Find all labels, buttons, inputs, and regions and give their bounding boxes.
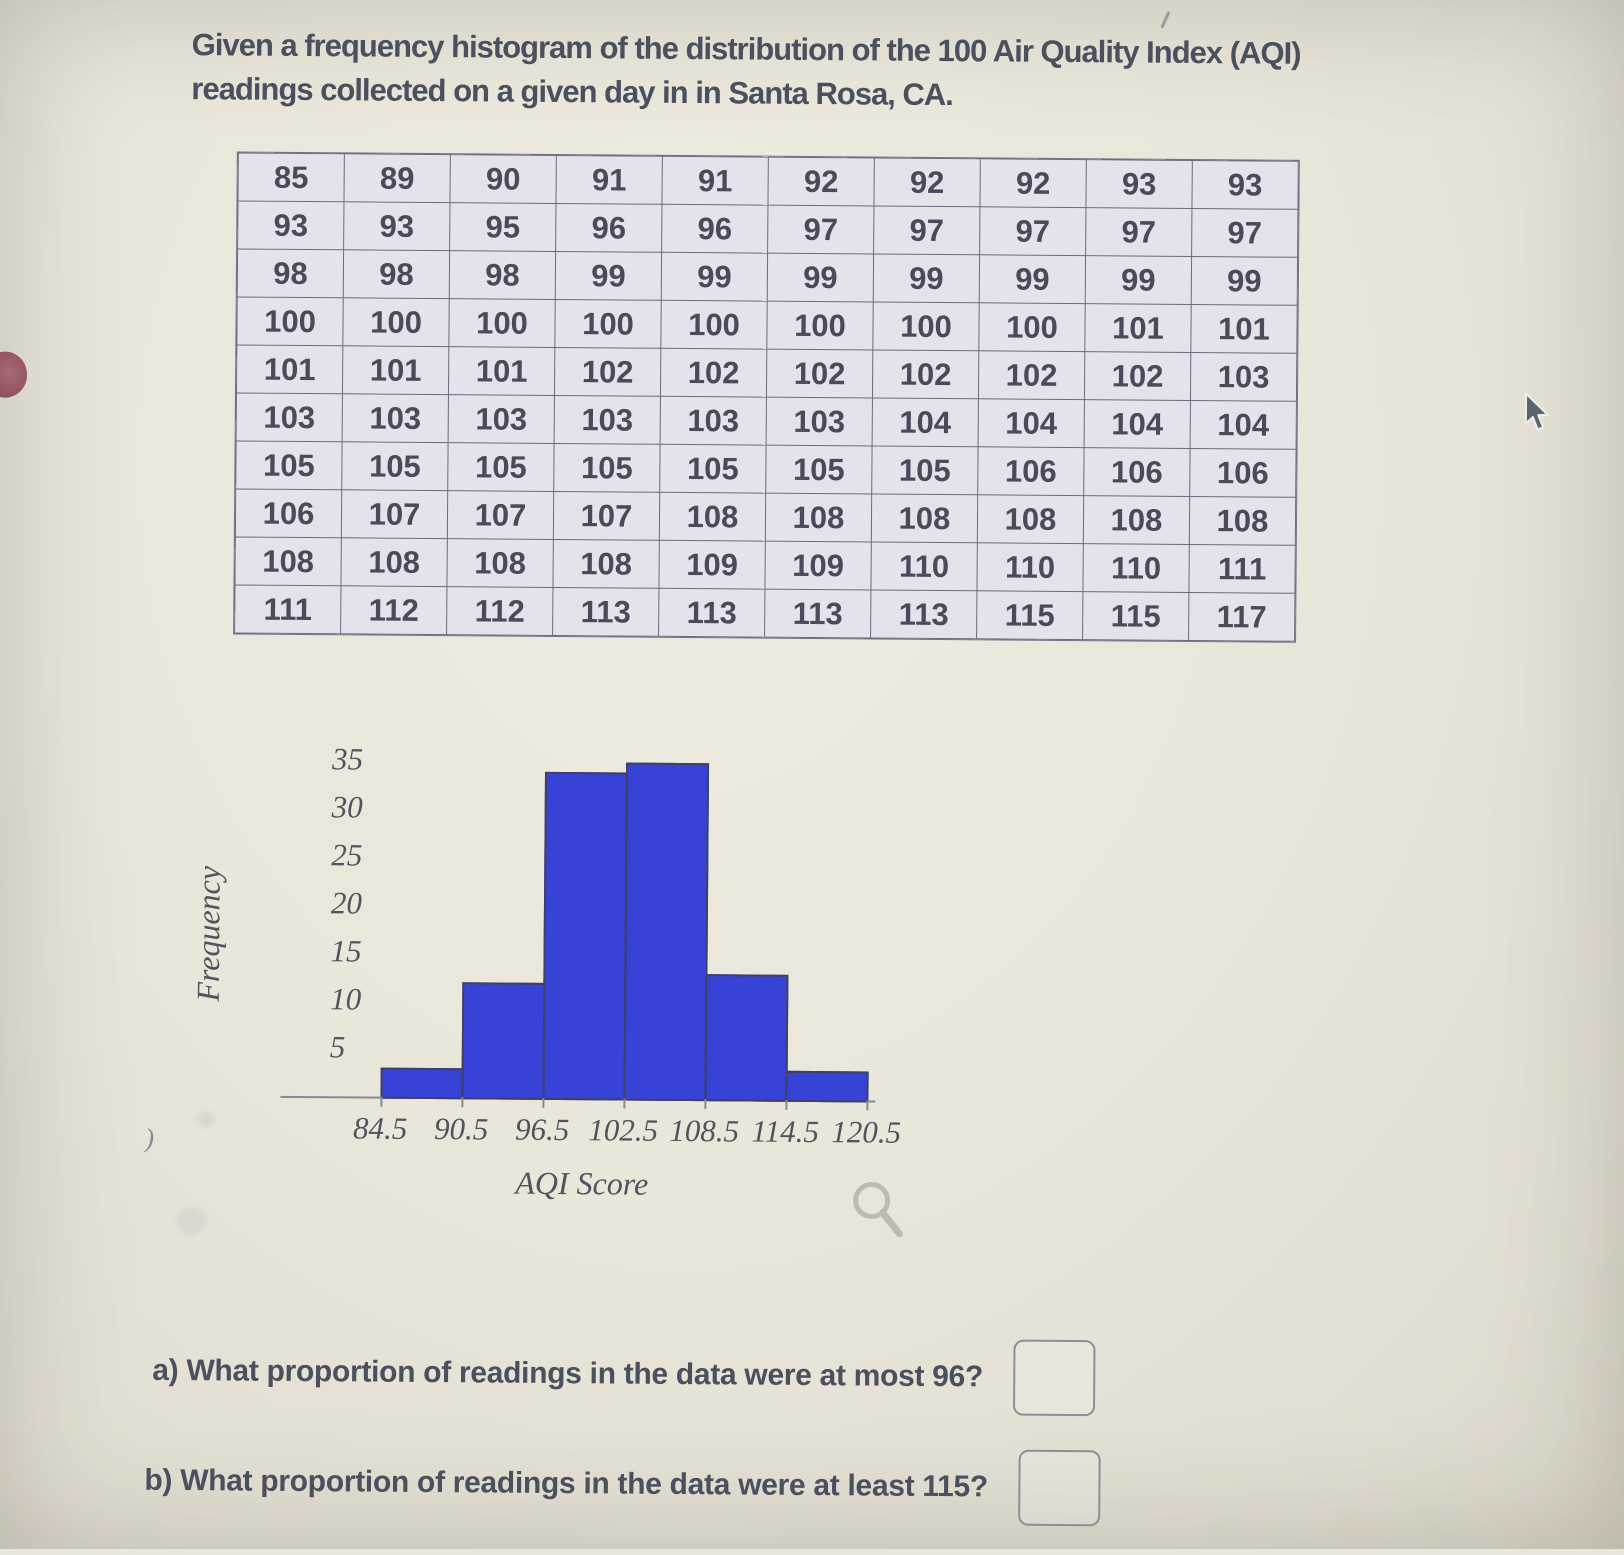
question-b-text: b) What proportion of readings in the da… <box>144 1463 989 1504</box>
x-axis-tick <box>461 1097 464 1108</box>
histogram-bar <box>704 974 789 1102</box>
stray-paren-mark: ) <box>145 1122 155 1153</box>
question-b-answer-box[interactable] <box>1017 1449 1101 1527</box>
y-tick-label: 30 <box>331 789 363 825</box>
x-axis-tick <box>542 1097 545 1108</box>
histogram-bar <box>785 1070 869 1103</box>
y-tick-label: 10 <box>330 981 362 1017</box>
x-axis-tick <box>380 1096 383 1107</box>
y-tick-label: 20 <box>330 885 363 921</box>
zoom-search-icon[interactable] <box>849 1178 912 1242</box>
question-b: b) What proportion of readings in the da… <box>144 1443 1101 1527</box>
y-tick-label: 35 <box>331 741 364 777</box>
histogram-bar <box>380 1067 464 1100</box>
question-a-answer-box[interactable] <box>1012 1339 1096 1417</box>
smudge-mark <box>176 1207 207 1236</box>
histogram-bar <box>623 762 710 1102</box>
x-axis-tick <box>785 1099 788 1110</box>
x-axis-tick <box>623 1098 626 1109</box>
y-tick-label: 15 <box>330 933 362 969</box>
y-tick-label: 5 <box>329 1029 346 1065</box>
y-axis-label: Frequency <box>189 865 227 1002</box>
x-axis-tick <box>866 1100 869 1111</box>
histogram-bar <box>461 982 546 1100</box>
x-axis-label: AQI Score <box>515 1164 649 1202</box>
mouse-pointer-icon <box>1524 392 1549 431</box>
x-tick-label: 120.5 <box>831 1114 902 1150</box>
histogram-bar <box>542 771 629 1101</box>
x-axis-tick <box>704 1099 707 1110</box>
question-a: a) What proportion of readings in the da… <box>152 1333 1096 1417</box>
smudge-mark <box>197 1111 216 1128</box>
y-tick-label: 25 <box>331 837 363 873</box>
question-a-text: a) What proportion of readings in the da… <box>152 1353 984 1394</box>
